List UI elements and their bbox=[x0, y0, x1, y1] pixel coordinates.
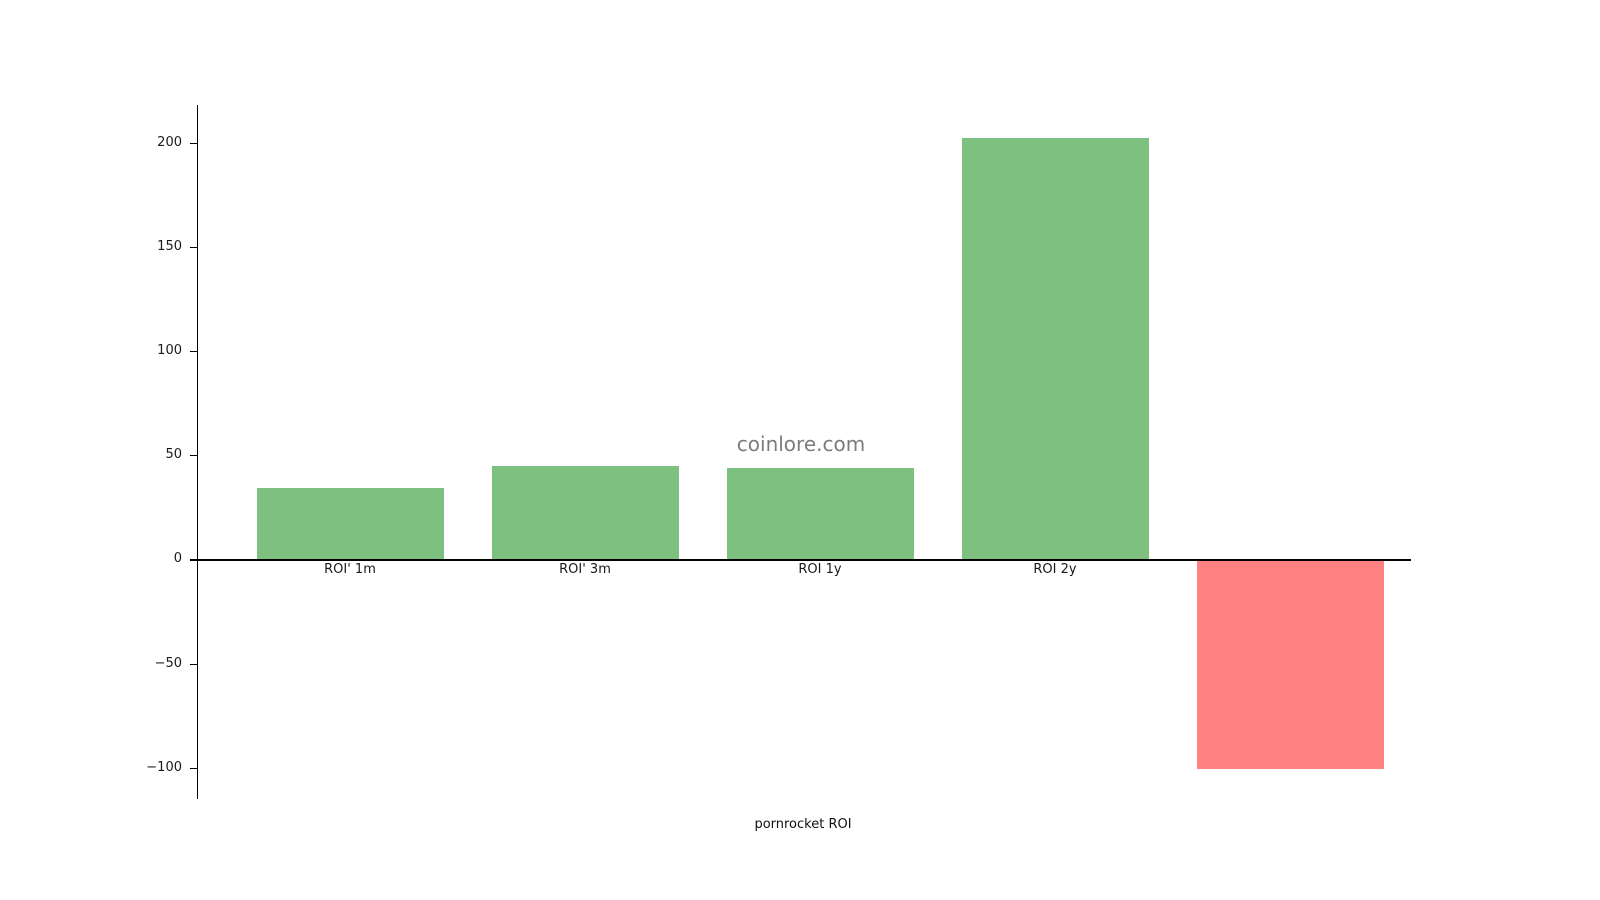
y-tick-mark bbox=[190, 559, 197, 561]
y-tick-label: −50 bbox=[154, 655, 182, 671]
y-tick-mark bbox=[190, 246, 197, 248]
y-tick-mark bbox=[190, 767, 197, 769]
y-tick-label: 50 bbox=[165, 447, 182, 463]
x-tick-label: ROI' 1m bbox=[324, 562, 376, 578]
y-tick-mark bbox=[190, 350, 197, 353]
y-tick-label: 100 bbox=[157, 342, 182, 358]
bar bbox=[491, 465, 679, 560]
y-axis-spine bbox=[197, 105, 199, 799]
watermark: coinlore.com bbox=[736, 432, 866, 456]
y-tick-mark bbox=[190, 142, 197, 144]
x-axis-zero-line bbox=[197, 559, 1411, 561]
bar bbox=[726, 467, 914, 560]
bar bbox=[256, 488, 444, 560]
x-tick-label: ROI 1y bbox=[798, 562, 842, 578]
y-tick-label: 200 bbox=[157, 134, 182, 150]
chart-title: pornrocket ROI bbox=[754, 817, 852, 832]
y-tick-mark bbox=[190, 663, 197, 665]
y-tick-mark bbox=[190, 455, 197, 457]
bar bbox=[961, 138, 1149, 560]
y-tick-label: 150 bbox=[157, 238, 182, 254]
y-tick-label: −100 bbox=[146, 759, 182, 775]
y-tick-label: 0 bbox=[173, 551, 182, 567]
bar bbox=[1196, 560, 1384, 770]
x-tick-label: ROI 2y bbox=[1033, 562, 1077, 578]
x-tick-label: ROI' 3m bbox=[559, 562, 611, 578]
